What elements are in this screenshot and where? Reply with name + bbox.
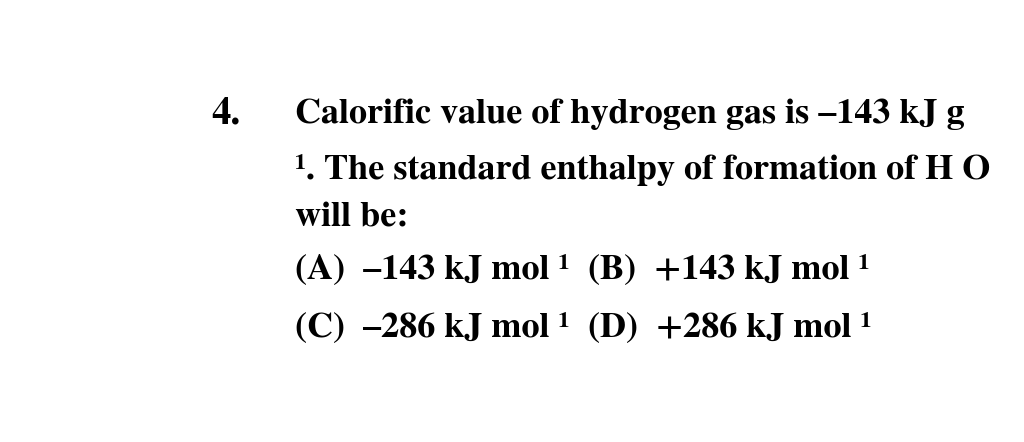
Text: 4.: 4. [211,97,241,132]
Text: Calorific value of hydrogen gas is –143 kJ g⁻: Calorific value of hydrogen gas is –143 … [295,99,973,130]
Text: (A)  –143 kJ mol⁻¹: (A) –143 kJ mol⁻¹ [295,255,569,286]
Text: (C)  –286 kJ mol⁻¹: (C) –286 kJ mol⁻¹ [295,313,569,344]
Text: will be:: will be: [295,202,409,234]
Text: ¹. The standard enthalpy of formation of H₂O: ¹. The standard enthalpy of formation of… [295,154,990,187]
Text: (B)  +143 kJ mol⁻¹: (B) +143 kJ mol⁻¹ [588,255,869,286]
Text: (D)  +286 kJ mol⁻¹: (D) +286 kJ mol⁻¹ [588,313,871,344]
